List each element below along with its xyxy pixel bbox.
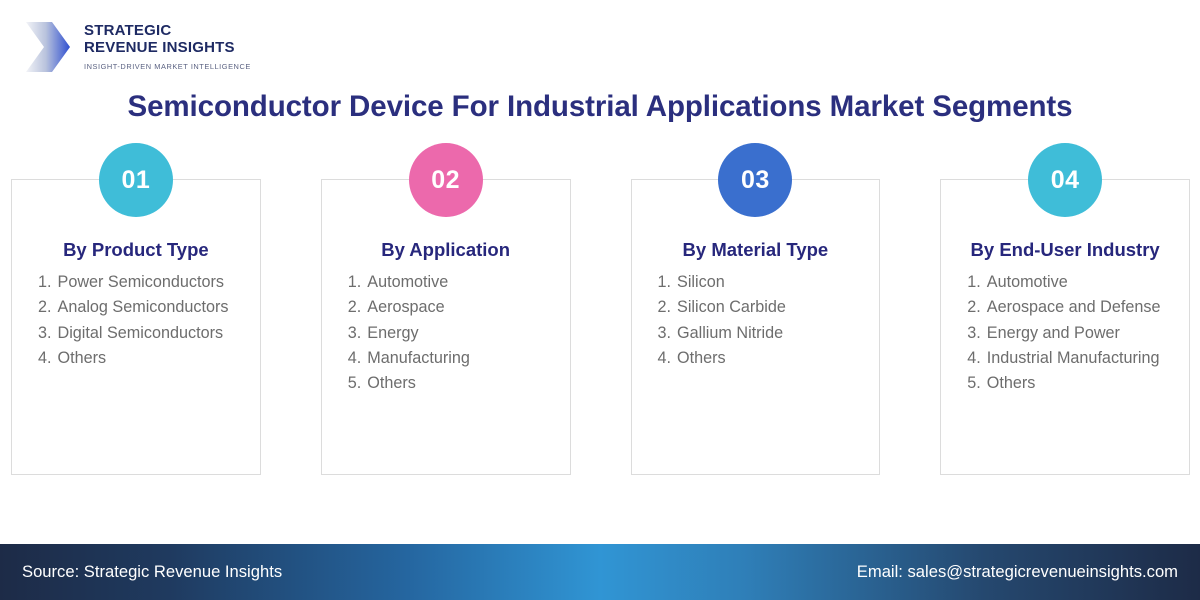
chevron-arrow-logo-icon [26,22,70,72]
list-item: 3. Gallium Nitride [658,321,870,346]
brand-wordmark: STRATEGIC REVENUE INSIGHTS INSIGHT-DRIVE… [84,21,251,72]
list-item: 2. Aerospace [348,295,560,320]
list-item-number: 1. [347,273,362,291]
list-item: 1. Power Semiconductors [38,270,250,295]
list-item-label: Industrial Manufacturing [986,348,1160,367]
list-item: 3. Digital Semiconductors [38,321,250,346]
segment-title-1: By Product Type [63,239,209,260]
page-title: Semiconductor Device For Industrial Appl… [127,90,1073,123]
list-item-number: 2. [657,298,672,317]
list-item-number: 4. [657,348,672,367]
list-item-label: Digital Semiconductors [57,323,224,342]
segment-title-2: By Application [381,239,511,260]
segment-list-4: 1. Automotive 2. Aerospace and Defense 3. E… [941,270,1189,396]
list-item-label: Silicon [677,273,725,291]
brand-name-line1: STRATEGIC [84,21,172,39]
list-item-number: 4. [967,348,981,367]
list-item: 5. Others [967,371,1179,396]
segment-badge-1: 01 [98,143,173,217]
list-item: 5. Others [348,371,560,396]
segment-badge-4: 04 [1028,143,1103,217]
list-item-number: 2. [38,298,52,317]
list-item-label: Others [367,374,416,393]
brand-logo: STRATEGIC REVENUE INSIGHTS INSIGHT-DRIVE… [22,18,251,76]
list-item-number: 3. [657,323,672,342]
segment-badge-2: 02 [408,143,483,217]
list-item-number: 5. [347,374,362,393]
list-item-label: Others [677,348,726,367]
list-item: 3. Energy and Power [967,321,1179,346]
list-item-number: 4. [38,348,52,367]
list-item-label: Others [986,374,1036,393]
footer-source: Source: Strategic Revenue Insights [22,562,283,581]
list-item-number: 1. [657,273,672,291]
list-item-label: Aerospace and Defense [986,298,1161,317]
list-item-label: Others [57,348,107,367]
segment-card-2: 02 By Application 1. Automotive 2. Aerospa… [320,143,571,475]
list-item: 4. Others [658,346,870,371]
list-item-number: 1. [967,273,981,291]
list-item: 1. Automotive [348,270,560,295]
segment-title-3: By Material Type [682,239,829,260]
list-item-label: Silicon Carbide [677,298,786,317]
list-item-label: Aerospace [367,298,445,317]
list-item-label: Manufacturing [367,348,470,367]
segment-card-4: 04 By End-User Industry 1. Automotive 2. A… [940,143,1190,475]
list-item: 4. Industrial Manufacturing [967,346,1179,371]
list-item-label: Automotive [367,273,449,291]
list-item-number: 3. [38,323,52,342]
segment-list-3: 1. Silicon 2. Silicon Carbide 3. Gallium Ni… [632,270,880,371]
list-item-label: Automotive [986,273,1068,291]
footer-email: Email: sales@strategicrevenueinsights.co… [856,562,1178,581]
list-item-number: 3. [347,323,362,342]
list-item: 4. Others [38,346,250,371]
segment-list-2: 1. Automotive 2. Aerospace 3. Energy 4. Manu… [322,270,570,396]
list-item-number: 5. [967,374,981,393]
list-item-label: Power Semiconductors [57,273,224,291]
segment-badge-3: 03 [718,143,793,217]
list-item: 2. Aerospace and Defense [967,295,1179,320]
list-item-number: 2. [347,298,362,317]
segment-cards: 01 By Product Type 1. Power Semiconductor… [11,143,1190,475]
list-item-number: 1. [38,273,52,291]
list-item-label: Energy [367,323,419,342]
list-item: 1. Silicon [658,270,870,295]
segment-list-1: 1. Power Semiconductors 2. Analog Semicond… [12,270,260,371]
list-item-label: Gallium Nitride [677,323,784,342]
list-item-number: 3. [967,323,981,342]
segment-card-1: 01 By Product Type 1. Power Semiconductor… [11,143,261,475]
brand-name-line2: REVENUE INSIGHTS [84,38,235,56]
list-item-number: 4. [347,348,362,367]
list-item: 2. Silicon Carbide [658,295,870,320]
list-item: 4. Manufacturing [348,346,560,371]
list-item-label: Analog Semiconductors [57,298,229,317]
brand-tagline: INSIGHT-DRIVEN MARKET INTELLIGENCE [84,62,251,72]
list-item: 1. Automotive [967,270,1179,295]
segment-card-3: 03 By Material Type 1. Silicon 2. Silicon … [630,143,881,475]
segment-title-4: By End-User Industry [970,239,1160,260]
list-item-number: 2. [967,298,981,317]
footer-bar: Source: Strategic Revenue Insights Email… [0,544,1200,600]
list-item: 2. Analog Semiconductors [38,295,250,320]
list-item: 3. Energy [348,321,560,346]
list-item-label: Energy and Power [986,323,1120,342]
